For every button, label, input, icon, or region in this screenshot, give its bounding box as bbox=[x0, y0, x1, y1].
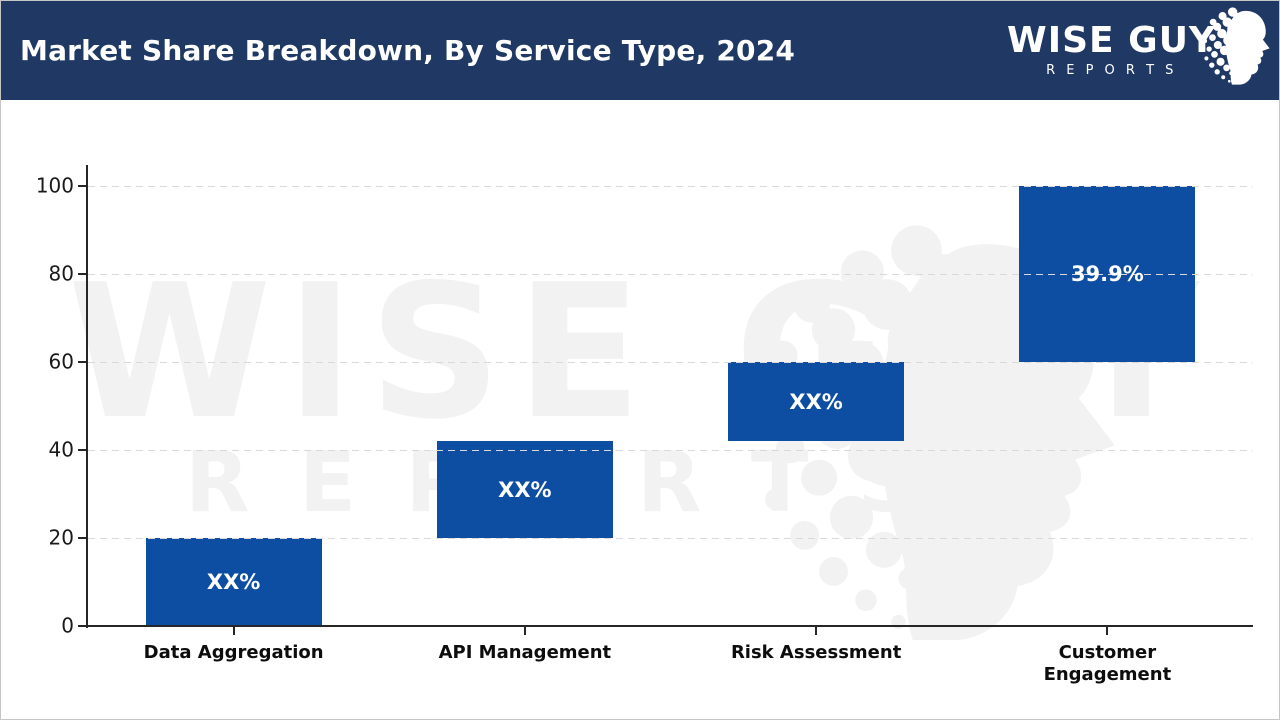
gridline bbox=[88, 538, 1253, 539]
bar-value-label: XX% bbox=[498, 477, 552, 502]
bar bbox=[436, 441, 613, 538]
bar-value-label: 39.9% bbox=[1070, 262, 1144, 286]
plot-area: WISE GUY R E P O R T S 020406080100XX%Da… bbox=[0, 100, 1280, 720]
x-axis-tick bbox=[815, 627, 818, 635]
y-tick-label: 80 bbox=[48, 261, 74, 286]
brand-logo-text: WISE GUY R E P O R T S bbox=[1006, 19, 1216, 78]
x-axis-tick bbox=[232, 627, 235, 635]
header-bar: Market Share Breakdown, By Service Type,… bbox=[0, 0, 1280, 100]
x-category-label: Risk Assessment bbox=[730, 642, 902, 663]
y-axis-tick bbox=[78, 361, 86, 363]
gridline bbox=[88, 450, 1253, 451]
x-category-label: API Management bbox=[438, 642, 612, 663]
brand-name: WISE GUY bbox=[1006, 19, 1216, 61]
bar bbox=[145, 538, 322, 626]
y-tick-label: 20 bbox=[48, 525, 74, 550]
bar bbox=[728, 362, 905, 442]
x-axis-tick bbox=[1106, 627, 1109, 635]
y-axis-tick bbox=[78, 625, 86, 627]
y-tick-label: 40 bbox=[48, 437, 74, 462]
y-tick-label: 100 bbox=[35, 173, 74, 198]
x-category-label: Data Aggregation bbox=[143, 642, 324, 663]
chart-title: Market Share Breakdown, By Service Type,… bbox=[20, 33, 796, 67]
gridline bbox=[88, 186, 1253, 187]
x-axis-tick bbox=[523, 627, 526, 635]
gridline bbox=[88, 274, 1253, 275]
y-axis-tick bbox=[78, 273, 86, 275]
y-tick-label: 0 bbox=[61, 613, 74, 638]
y-axis-tick bbox=[78, 185, 86, 187]
y-axis-line bbox=[86, 165, 88, 628]
dotted-head-profile-icon bbox=[1203, 7, 1270, 85]
x-category-label: Customer Engagement bbox=[1043, 642, 1172, 685]
brand-subname: R E P O R T S bbox=[1046, 62, 1177, 78]
y-axis-tick bbox=[78, 537, 86, 539]
x-axis-line bbox=[86, 625, 1253, 627]
bar-value-label: XX% bbox=[789, 389, 843, 414]
y-axis-tick bbox=[78, 449, 86, 451]
y-tick-label: 60 bbox=[48, 349, 74, 374]
bar-value-label: XX% bbox=[206, 570, 261, 594]
gridline bbox=[88, 362, 1253, 363]
brand-logo: WISE GUY R E P O R T S bbox=[1007, 0, 1274, 100]
